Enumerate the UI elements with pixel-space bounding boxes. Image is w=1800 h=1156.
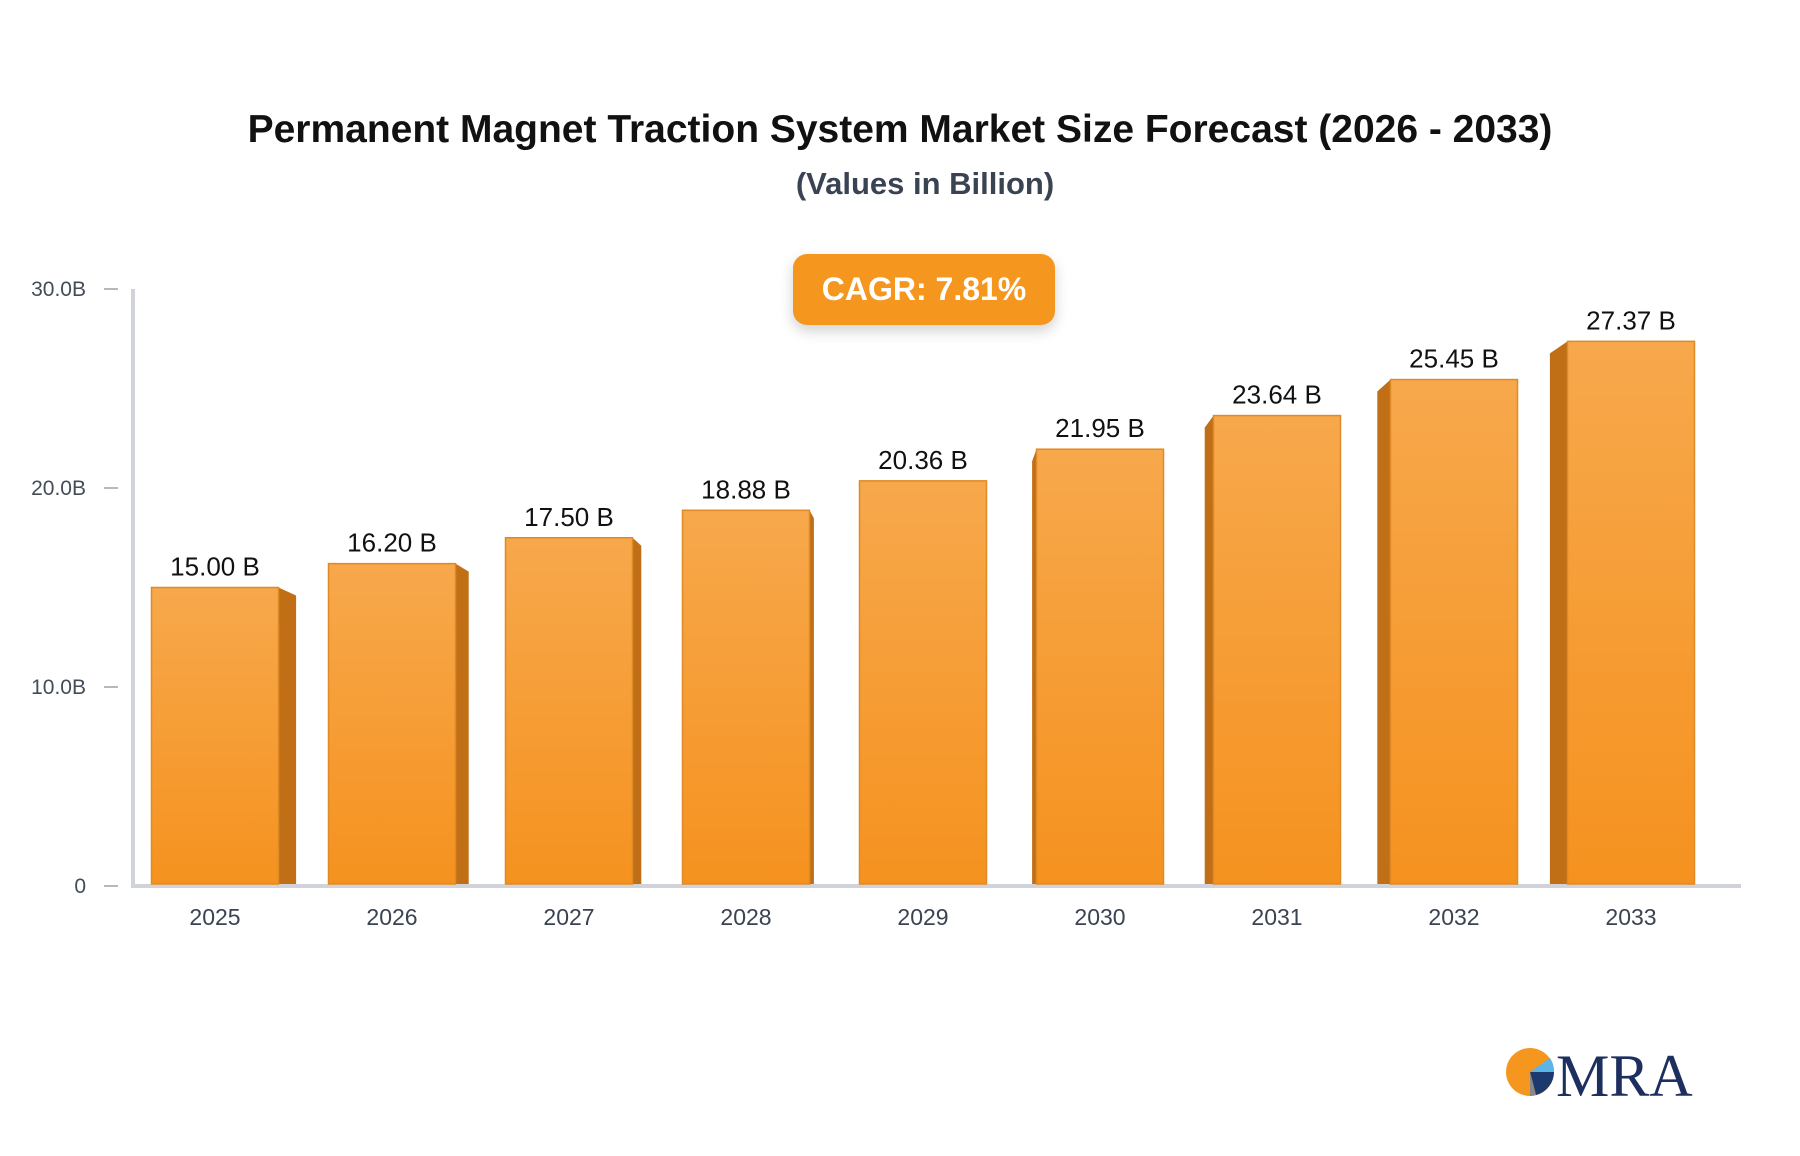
bar-2030 xyxy=(1035,448,1165,885)
bar-side xyxy=(1204,415,1214,884)
bar-2032 xyxy=(1389,378,1519,885)
data-label: 25.45 B xyxy=(1409,344,1499,374)
cagr-badge: CAGR: 7.81% xyxy=(793,254,1055,325)
svg-text:MRA: MRA xyxy=(1556,1043,1693,1100)
chart-title: Permanent Magnet Traction System Market … xyxy=(247,108,1553,151)
y-tick-label: 10.0B xyxy=(31,676,86,699)
y-tick-label: 20.0B xyxy=(31,477,86,500)
bar-side xyxy=(632,537,642,884)
data-label: 21.95 B xyxy=(1055,413,1145,443)
bar-side xyxy=(1377,379,1391,884)
x-tick-label: 2030 xyxy=(1074,904,1125,930)
data-label: 27.37 B xyxy=(1586,305,1676,335)
data-label: 16.20 B xyxy=(347,528,437,558)
x-tick-label: 2029 xyxy=(897,904,948,930)
x-tick-label: 2027 xyxy=(543,904,594,930)
bar-2033 xyxy=(1566,340,1696,885)
bar-2025 xyxy=(150,586,280,885)
x-tick-label: 2031 xyxy=(1251,904,1302,930)
y-tick-label: 0 xyxy=(74,875,86,898)
x-tick-label: 2026 xyxy=(366,904,417,930)
chart-subtitle: (Values in Billion) xyxy=(795,166,1055,201)
data-label: 20.36 B xyxy=(878,445,968,475)
y-tick-label: 30.0B xyxy=(31,278,86,301)
bar-2027 xyxy=(504,537,634,885)
data-label: 15.00 B xyxy=(170,552,260,582)
bar-side xyxy=(455,563,469,884)
mra-logo: MRA xyxy=(1506,1040,1696,1100)
x-tick-label: 2028 xyxy=(720,904,771,930)
data-label: 23.64 B xyxy=(1232,380,1322,410)
bar-side xyxy=(1549,341,1568,884)
bar-2031 xyxy=(1212,414,1342,885)
x-tick-label: 2032 xyxy=(1428,904,1479,930)
bar-side xyxy=(278,587,297,884)
bar-side xyxy=(809,510,814,884)
bar-2028 xyxy=(681,509,811,885)
bar-side xyxy=(1032,449,1037,884)
bar-2029 xyxy=(858,480,988,885)
x-tick-label: 2025 xyxy=(189,904,240,930)
data-label: 17.50 B xyxy=(524,502,614,532)
bar-2026 xyxy=(327,562,457,885)
x-tick-label: 2033 xyxy=(1605,904,1656,930)
data-label: 18.88 B xyxy=(701,474,791,504)
